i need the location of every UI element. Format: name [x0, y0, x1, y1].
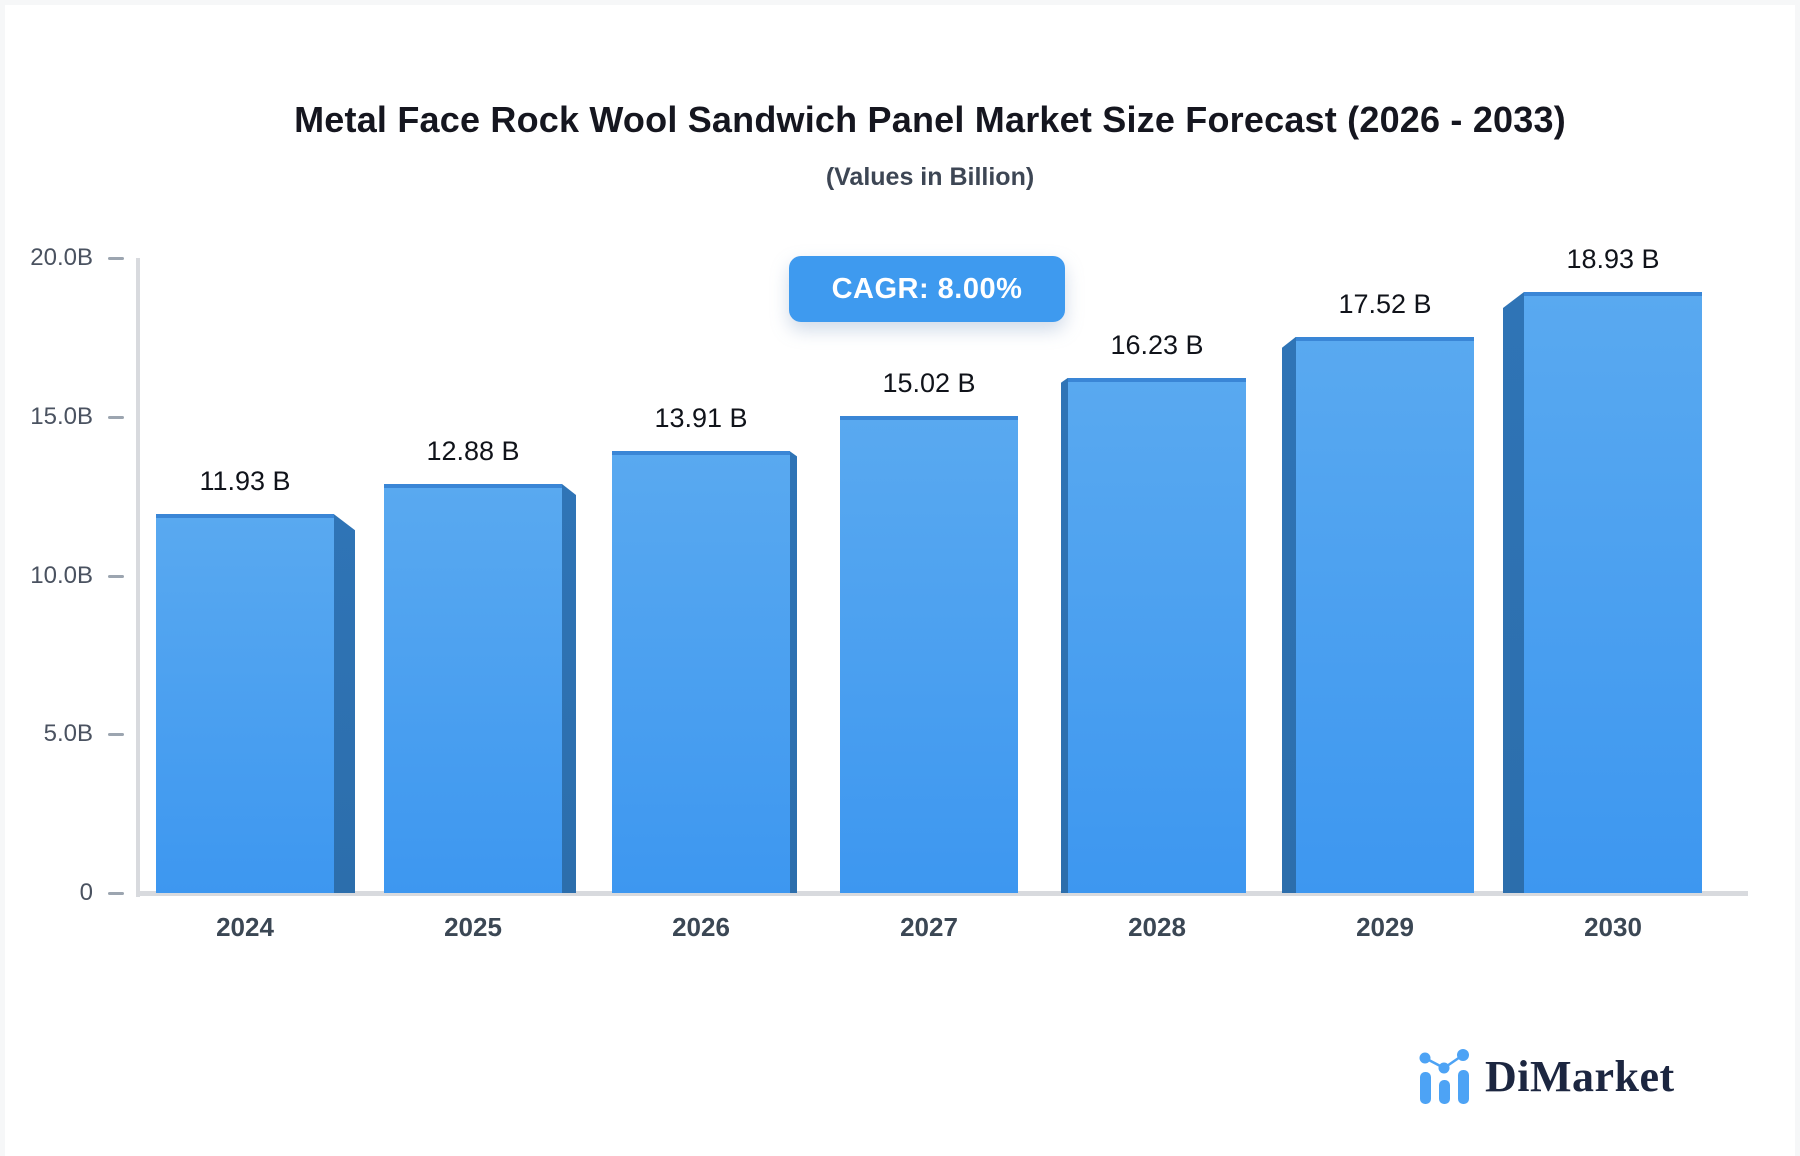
chart-title: Metal Face Rock Wool Sandwich Panel Mark… — [294, 99, 1566, 140]
chart-subtitle: (Values in Billion) — [825, 163, 1035, 191]
bar-2029[interactable] — [1296, 336, 1474, 893]
x-axis-label-2027: 2027 — [900, 912, 958, 942]
y-axis-tick-mark — [108, 257, 124, 260]
x-axis-label-2025: 2025 — [444, 912, 502, 942]
bar-side-panel — [562, 484, 576, 893]
bar-value-label: 11.93 B — [199, 466, 291, 497]
x-axis-label-2028: 2028 — [1128, 912, 1186, 942]
bar-2028[interactable] — [1068, 377, 1246, 893]
dimarket-bars-icon — [1419, 1049, 1469, 1104]
x-axis-label-2029: 2029 — [1356, 912, 1414, 942]
x-axis-label-2024: 2024 — [216, 912, 274, 942]
brand-logo[interactable]: DiMarket — [1418, 1048, 1675, 1106]
brand-logo-text: DiMarket — [1485, 1052, 1675, 1101]
bar-value-label: 18.93 B — [1566, 243, 1660, 274]
bar-value-label: 17.52 B — [1338, 288, 1432, 319]
bar-2024[interactable] — [156, 514, 334, 893]
bar-side-panel — [334, 514, 355, 893]
bar-side-panel — [1061, 377, 1068, 893]
y-axis-tick-label: 0 — [79, 879, 93, 906]
y-axis-tick-mark — [108, 733, 124, 737]
y-axis-tick-label: 20.0B — [30, 244, 93, 271]
x-axis-baseline — [136, 891, 1748, 896]
y-axis-tick-mark — [108, 415, 124, 419]
x-axis-label-2026: 2026 — [672, 912, 730, 942]
y-axis-tick-mark — [108, 892, 124, 895]
y-axis-tick-label: 5.0B — [43, 720, 93, 748]
bar-2030[interactable] — [1524, 291, 1702, 893]
bar-value-label: 16.23 B — [1110, 329, 1204, 360]
y-axis-line — [136, 258, 140, 897]
chart-header: Metal Face Rock Wool Sandwich Panel Mark… — [55, 5, 1800, 192]
y-axis-tick-label: 15.0B — [30, 402, 93, 430]
bar-side-panel — [790, 451, 797, 893]
bar-2027[interactable] — [840, 416, 1018, 893]
bar-side-panel — [1503, 291, 1524, 893]
y-axis-tick-label: 10.0B — [30, 561, 93, 589]
bar-2025[interactable] — [384, 484, 562, 893]
bar-value-label: 12.88 B — [426, 436, 520, 467]
bar-side-panel — [1282, 336, 1296, 893]
y-axis-tick-mark — [108, 574, 124, 578]
bar-chart-plot-area: 0 5.0B 10.0B 15.0B 20.0B 11.93 B 2024 12.88 B 20… — [30, 244, 1748, 942]
bar-2026[interactable] — [612, 451, 790, 893]
bar-value-label: 13.91 B — [654, 403, 748, 434]
x-axis-label-2030: 2030 — [1584, 912, 1642, 942]
cagr-badge: CAGR: 8.00% — [789, 256, 1065, 322]
bar-value-label: 15.02 B — [882, 368, 976, 399]
